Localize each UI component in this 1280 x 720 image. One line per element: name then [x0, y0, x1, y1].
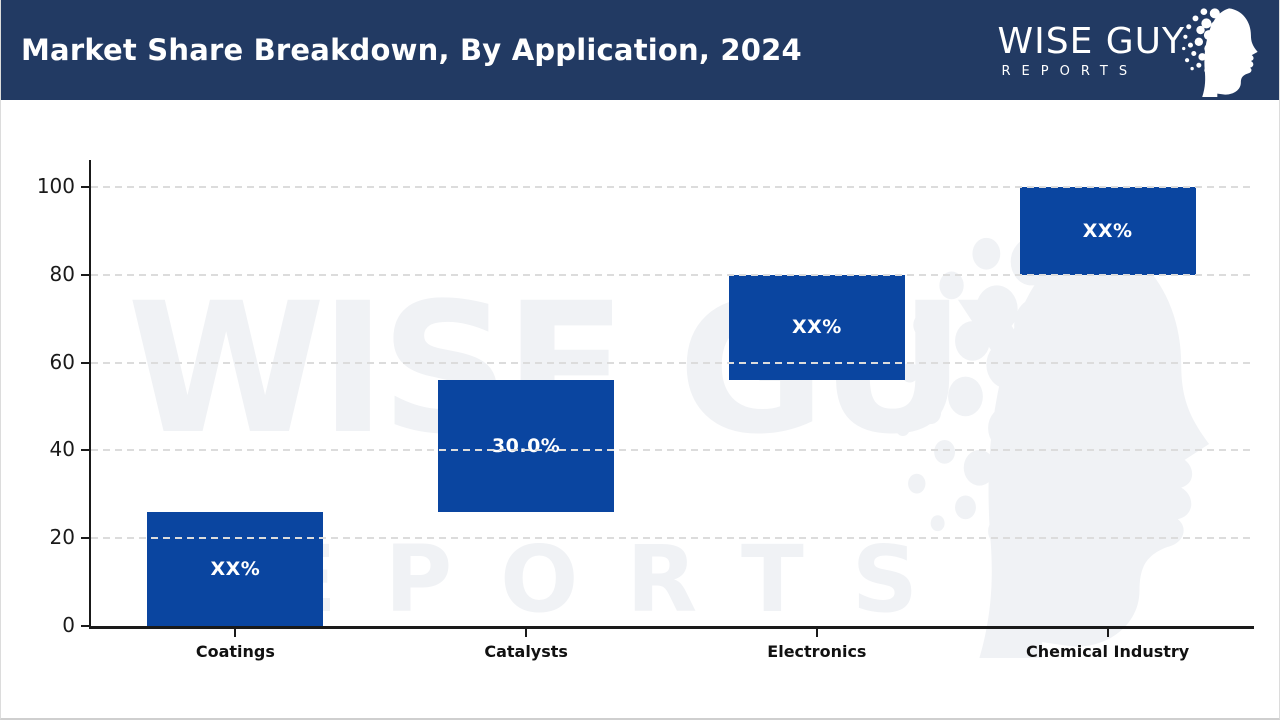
- category-label-chemical-industry: Chemical Industry: [1026, 642, 1190, 661]
- gridline-80: [91, 273, 1254, 276]
- y-tickmark: [81, 537, 90, 540]
- y-tick-label: 40: [49, 437, 75, 462]
- bar-catalysts: 30.0%: [438, 380, 615, 512]
- page-title: Market Share Breakdown, By Application, …: [21, 33, 802, 67]
- x-tickmark: [234, 629, 237, 637]
- y-tick-label: 80: [49, 261, 75, 286]
- y-tickmark: [81, 449, 90, 452]
- gridline-100: [91, 186, 1254, 188]
- gridline-60: [91, 361, 1254, 364]
- y-tickmark: [81, 361, 90, 364]
- y-tick-label: 60: [49, 349, 75, 374]
- logo-name: WISE GUY: [997, 20, 1185, 62]
- x-tickmark: [815, 629, 818, 637]
- logo-text: WISE GUY REPORTS: [997, 20, 1186, 79]
- x-tickmark: [525, 629, 528, 637]
- y-tick-label: 0: [62, 613, 75, 637]
- category-label-coatings: Coatings: [195, 642, 275, 661]
- bar-electronics: XX%: [728, 274, 905, 381]
- bar-coatings: XX%: [147, 511, 324, 626]
- bar-value-label: XX%: [210, 557, 261, 580]
- logo-face-icon: [1182, 8, 1258, 97]
- y-tickmark: [81, 186, 90, 188]
- y-tick-label: 20: [49, 525, 75, 550]
- y-axis-line: [89, 160, 91, 629]
- bar-value-label: 30.0%: [491, 435, 561, 457]
- watermark-head-icon: [895, 237, 1210, 658]
- logo-subtitle: REPORTS: [1001, 63, 1139, 79]
- bar-value-label: XX%: [1082, 219, 1133, 242]
- category-label-catalysts: Catalysts: [484, 642, 568, 661]
- y-tickmark: [81, 625, 90, 627]
- x-axis-line: [89, 626, 1254, 629]
- gridline-40: [91, 449, 1254, 452]
- bar-chemical-industry: XX%: [1019, 187, 1196, 275]
- category-label-electronics: Electronics: [767, 642, 867, 661]
- header-bar: Market Share Breakdown, By Application, …: [1, 0, 1279, 100]
- bar-value-label: XX%: [791, 316, 842, 339]
- y-tickmark: [81, 273, 90, 276]
- x-tickmark: [1106, 629, 1109, 637]
- gridline-20: [91, 537, 1254, 540]
- wiseguy-logo: WISE GUY REPORTS: [998, 5, 1262, 97]
- y-tick-label: 100: [36, 174, 75, 198]
